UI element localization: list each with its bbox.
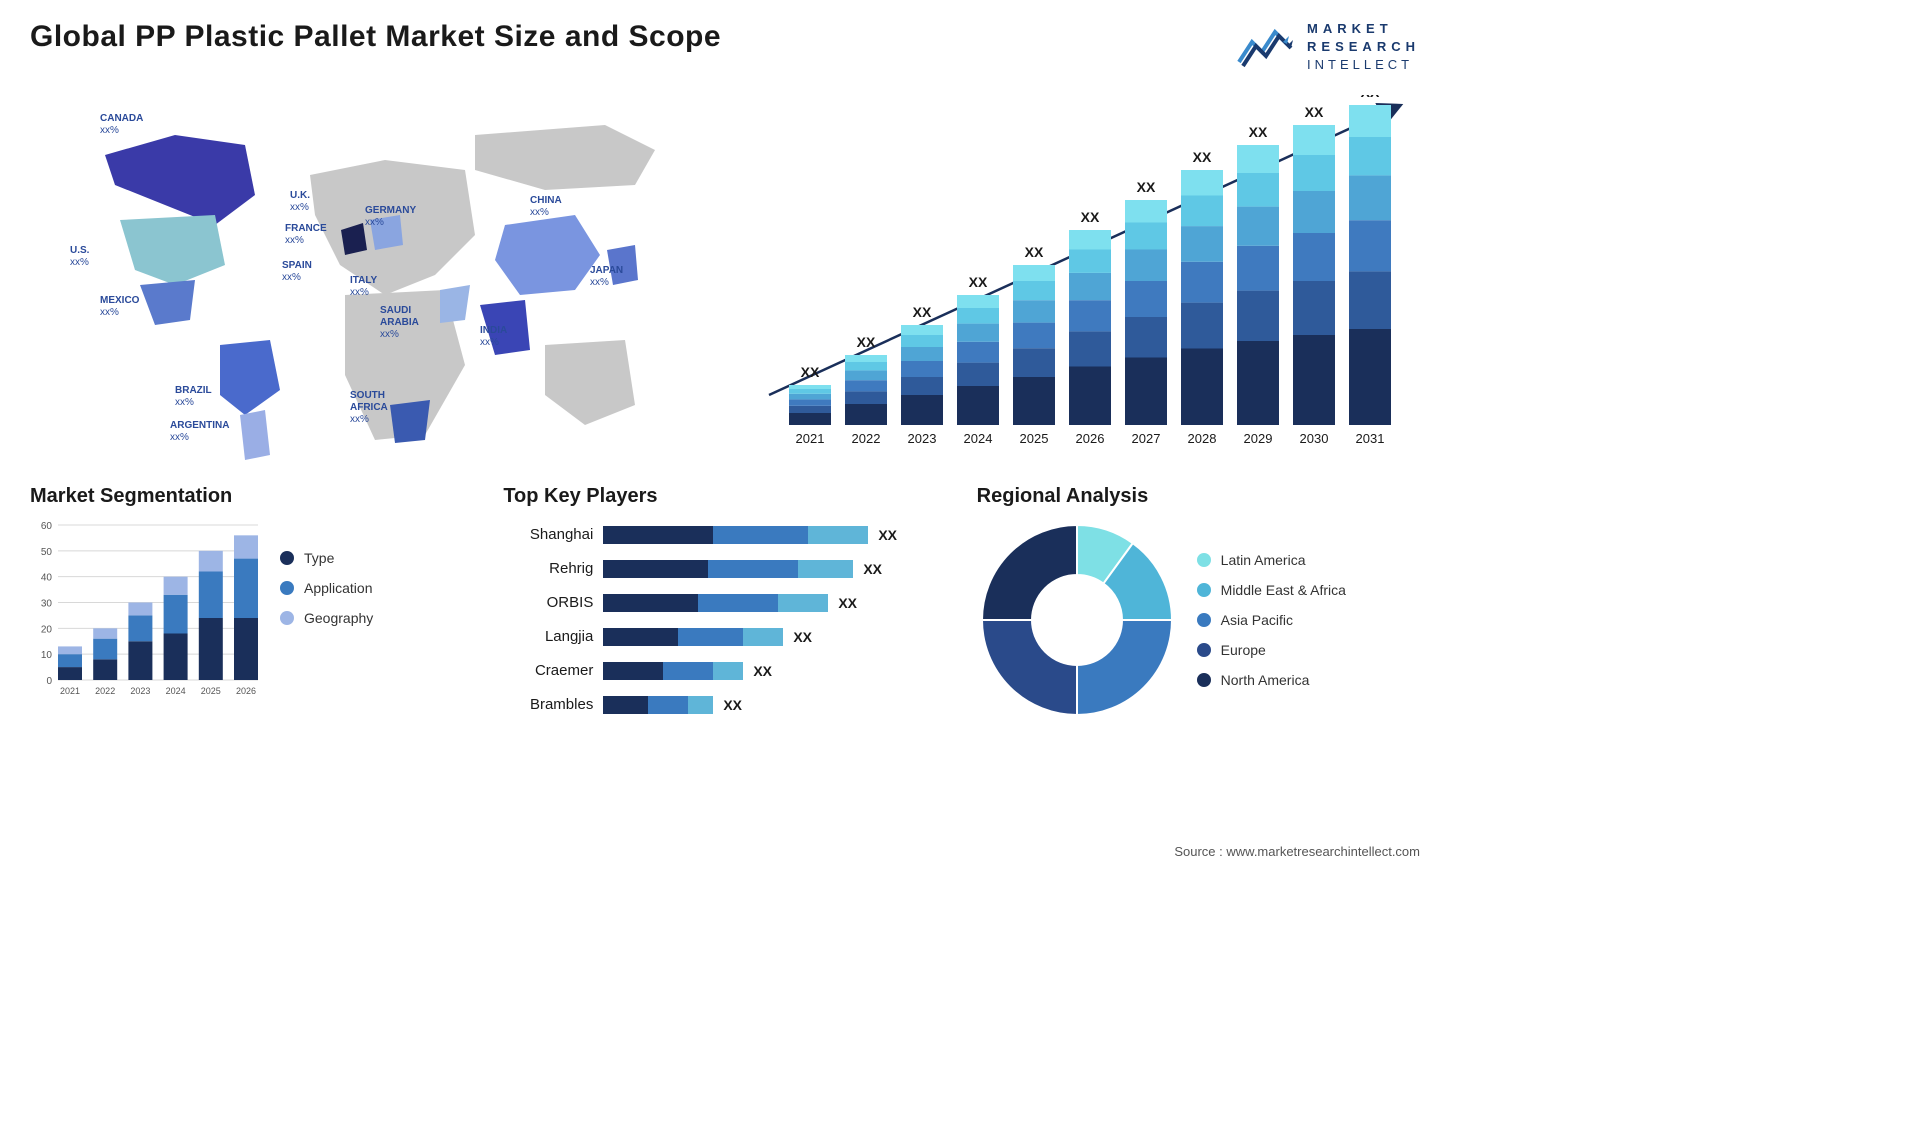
- reg-legend-latin-america: Latin America: [1197, 552, 1346, 568]
- svg-text:XX: XX: [1025, 244, 1044, 260]
- svg-text:50: 50: [41, 546, 53, 557]
- kp-name: Shanghai: [503, 526, 603, 543]
- svg-text:10: 10: [41, 650, 53, 661]
- svg-text:2022: 2022: [95, 686, 115, 696]
- svg-text:2021: 2021: [796, 431, 825, 446]
- kp-value: XX: [753, 663, 772, 679]
- svg-text:2025: 2025: [1020, 431, 1049, 446]
- source-label: Source : www.marketresearchintellect.com: [1174, 844, 1420, 859]
- svg-text:XX: XX: [801, 364, 820, 380]
- svg-text:XX: XX: [857, 334, 876, 350]
- kp-name: Langjia: [503, 628, 603, 645]
- kp-row-brambles: Brambles XX: [503, 690, 946, 720]
- map-label-southafrica: SOUTHAFRICAxx%: [350, 390, 388, 426]
- kp-name: Rehrig: [503, 560, 603, 577]
- logo-line3: INTELLECT: [1307, 56, 1420, 74]
- map-label-uk: U.K.xx%: [290, 190, 310, 214]
- regional-panel: Regional Analysis Latin America Middle Ea…: [977, 485, 1420, 745]
- kp-name: Brambles: [503, 696, 603, 713]
- kp-row-shanghai: Shanghai XX: [503, 520, 946, 550]
- key-players-panel: Top Key Players Shanghai XX Rehrig XX ORBIS X…: [503, 485, 946, 745]
- kp-value: XX: [838, 595, 857, 611]
- svg-text:2023: 2023: [130, 686, 150, 696]
- regional-donut-chart: [977, 520, 1177, 720]
- kp-value: XX: [878, 527, 897, 543]
- svg-text:60: 60: [41, 521, 53, 532]
- brand-logo: MARKET RESEARCH INTELLECT: [1237, 20, 1420, 75]
- map-label-canada: CANADAxx%: [100, 113, 143, 137]
- svg-text:XX: XX: [1193, 149, 1212, 165]
- kp-name: Craemer: [503, 662, 603, 679]
- kp-row-rehrig: Rehrig XX: [503, 554, 946, 584]
- svg-text:40: 40: [41, 572, 53, 583]
- svg-text:2028: 2028: [1188, 431, 1217, 446]
- reg-legend-north-america: North America: [1197, 672, 1346, 688]
- map-label-italy: ITALYxx%: [350, 275, 377, 299]
- svg-text:2026: 2026: [236, 686, 256, 696]
- key-players-title: Top Key Players: [503, 485, 946, 508]
- svg-text:XX: XX: [1305, 104, 1324, 120]
- svg-text:2026: 2026: [1076, 431, 1105, 446]
- map-label-argentina: ARGENTINAxx%: [170, 420, 229, 444]
- map-label-germany: GERMANYxx%: [365, 205, 416, 229]
- reg-legend-middle-east---africa: Middle East & Africa: [1197, 582, 1346, 598]
- map-label-brazil: BRAZILxx%: [175, 385, 212, 409]
- map-label-japan: JAPANxx%: [590, 265, 623, 289]
- kp-bar: [603, 662, 743, 680]
- map-label-saudiarabia: SAUDIARABIAxx%: [380, 305, 419, 341]
- world-map-panel: CANADAxx% U.S.xx% MEXICOxx% BRAZILxx% ARGENT…: [30, 95, 710, 465]
- svg-text:XX: XX: [969, 274, 988, 290]
- kp-value: XX: [723, 697, 742, 713]
- logo-line1: MARKET: [1307, 20, 1420, 38]
- map-label-india: INDIAxx%: [480, 325, 507, 349]
- kp-name: ORBIS: [503, 594, 603, 611]
- reg-legend-europe: Europe: [1197, 642, 1346, 658]
- segmentation-title: Market Segmentation: [30, 485, 473, 508]
- map-label-china: CHINAxx%: [530, 195, 562, 219]
- svg-text:2024: 2024: [964, 431, 993, 446]
- kp-row-orbis: ORBIS XX: [503, 588, 946, 618]
- kp-bar: [603, 696, 713, 714]
- kp-bar: [603, 560, 853, 578]
- svg-text:2022: 2022: [852, 431, 881, 446]
- svg-text:2027: 2027: [1132, 431, 1161, 446]
- kp-value: XX: [863, 561, 882, 577]
- svg-text:2025: 2025: [201, 686, 221, 696]
- svg-text:0: 0: [46, 676, 52, 687]
- svg-text:XX: XX: [913, 304, 932, 320]
- svg-text:2029: 2029: [1244, 431, 1273, 446]
- kp-bar: [603, 628, 783, 646]
- logo-line2: RESEARCH: [1307, 38, 1420, 56]
- svg-text:2023: 2023: [908, 431, 937, 446]
- segmentation-panel: Market Segmentation 0 10 20 30 40 50 60 2021 202…: [30, 485, 473, 745]
- map-label-mexico: MEXICOxx%: [100, 295, 139, 319]
- map-label-us: U.S.xx%: [70, 245, 89, 269]
- svg-text:2031: 2031: [1356, 431, 1385, 446]
- seg-legend-geography: Geography: [280, 610, 373, 626]
- svg-text:2024: 2024: [166, 686, 186, 696]
- page-title: Global PP Plastic Pallet Market Size and…: [30, 20, 721, 54]
- svg-text:XX: XX: [1249, 124, 1268, 140]
- svg-text:XX: XX: [1137, 179, 1156, 195]
- svg-text:XX: XX: [1081, 209, 1100, 225]
- map-label-france: FRANCExx%: [285, 223, 327, 247]
- svg-text:20: 20: [41, 624, 53, 635]
- kp-bar: [603, 594, 828, 612]
- svg-text:XX: XX: [1361, 95, 1380, 100]
- map-label-spain: SPAINxx%: [282, 260, 312, 284]
- kp-row-craemer: Craemer XX: [503, 656, 946, 686]
- svg-text:2021: 2021: [60, 686, 80, 696]
- reg-legend-asia-pacific: Asia Pacific: [1197, 612, 1346, 628]
- kp-bar: [603, 526, 868, 544]
- kp-value: XX: [793, 629, 812, 645]
- kp-row-langjia: Langjia XX: [503, 622, 946, 652]
- regional-title: Regional Analysis: [977, 485, 1420, 508]
- svg-text:2030: 2030: [1300, 431, 1329, 446]
- seg-legend-application: Application: [280, 580, 373, 596]
- seg-legend-type: Type: [280, 550, 373, 566]
- svg-text:30: 30: [41, 598, 53, 609]
- logo-mark-icon: [1237, 22, 1297, 72]
- main-growth-chart: XX 2021 XX 2022 XX 2023 XX 2024 XX 2025 XX 2026 XX 20…: [740, 95, 1420, 465]
